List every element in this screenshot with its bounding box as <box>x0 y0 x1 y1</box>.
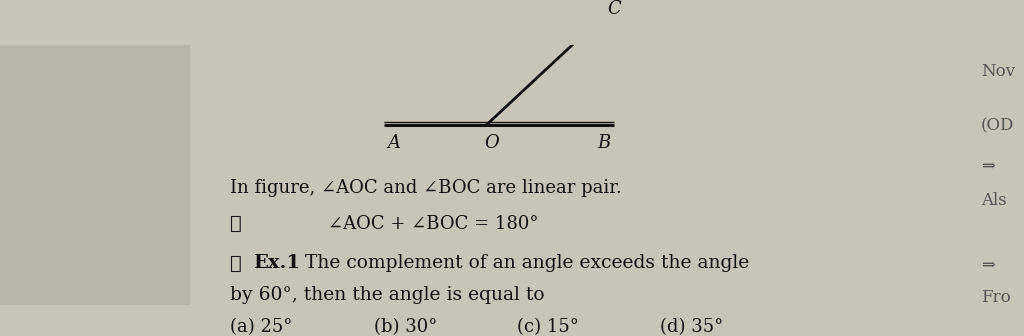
Text: Ex.1: Ex.1 <box>253 254 300 272</box>
Text: (OD: (OD <box>981 118 1015 135</box>
Text: ⇒: ⇒ <box>981 158 995 175</box>
Text: Nov: Nov <box>981 63 1015 80</box>
Text: ∴: ∴ <box>230 215 242 233</box>
Text: by 60°, then the angle is equal to: by 60°, then the angle is equal to <box>230 286 545 303</box>
Text: (d) 35°: (d) 35° <box>660 318 724 336</box>
Text: ∠AOC + ∠BOC = 180°: ∠AOC + ∠BOC = 180° <box>328 215 539 233</box>
Text: In figure, ∠AOC and ∠BOC are linear pair.: In figure, ∠AOC and ∠BOC are linear pair… <box>230 179 623 197</box>
Text: (a) 25°: (a) 25° <box>230 318 293 336</box>
Text: ⏻: ⏻ <box>230 254 242 273</box>
Text: B: B <box>598 134 610 152</box>
Text: ⇒: ⇒ <box>981 257 995 274</box>
Text: (b) 30°: (b) 30° <box>374 318 437 336</box>
Text: Als: Als <box>981 192 1007 209</box>
Text: C: C <box>607 0 622 18</box>
Text: (c) 15°: (c) 15° <box>517 318 579 336</box>
Text: Fro: Fro <box>981 289 1011 306</box>
Text: The complement of an angle exceeds the angle: The complement of an angle exceeds the a… <box>299 254 750 272</box>
Text: O: O <box>484 134 499 152</box>
Text: A: A <box>388 134 400 152</box>
Bar <box>0 34 189 305</box>
